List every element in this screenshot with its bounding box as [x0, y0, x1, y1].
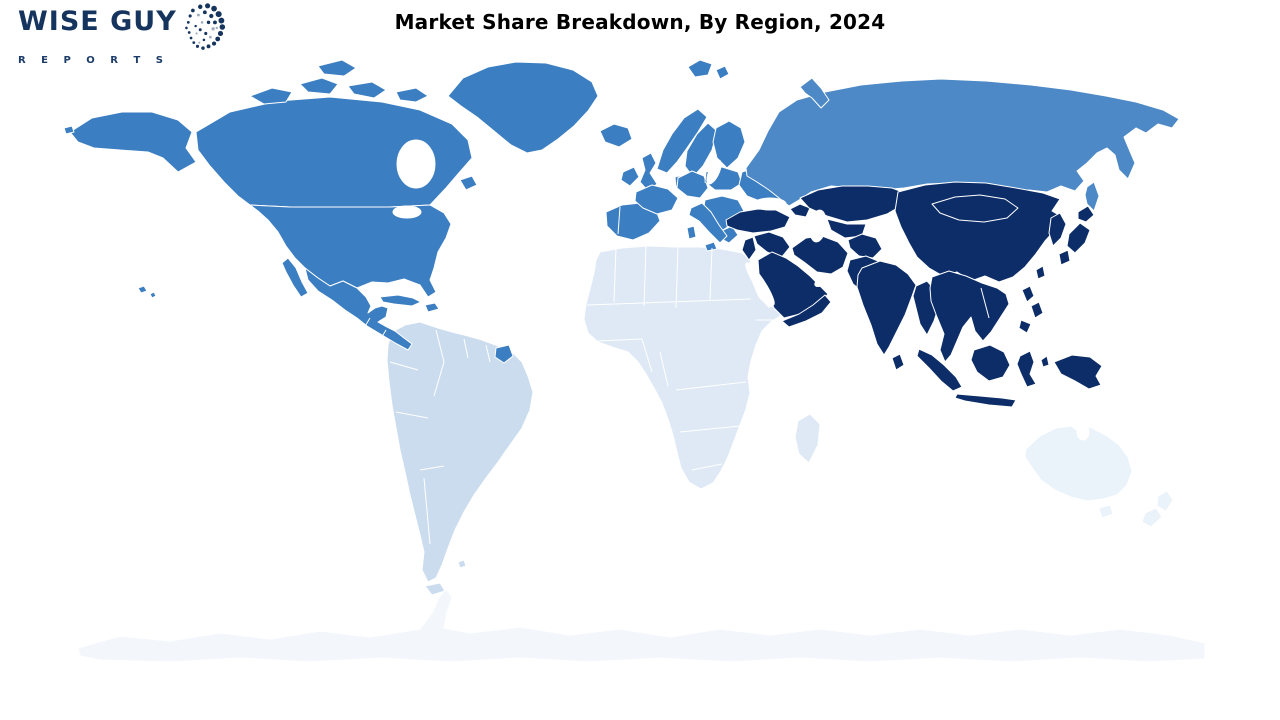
- island-taiwan: [1035, 265, 1046, 280]
- region-oceania-group: [1024, 425, 1174, 528]
- red-sea: [745, 262, 775, 306]
- region-north-america-group: [63, 59, 599, 351]
- country-finland: [712, 120, 746, 169]
- logo-subtext: R E P O R T S: [18, 55, 169, 66]
- island-nz-north: [1156, 490, 1174, 512]
- country-caucasus: [789, 203, 811, 218]
- island-sri-lanka: [891, 353, 905, 371]
- country-antarctica: [77, 588, 1206, 663]
- island-sulawesi: [1016, 350, 1037, 388]
- island-japan-kyushu: [1058, 249, 1071, 266]
- country-france: [634, 184, 679, 215]
- island-sardinia: [686, 225, 697, 240]
- state-alaska: [69, 111, 197, 173]
- country-india: [856, 260, 917, 356]
- africa-borders: [586, 245, 775, 471]
- continent-south-america: [386, 321, 534, 583]
- island-arctic-4: [395, 87, 429, 103]
- country-turkey: [725, 208, 791, 234]
- country-korea: [1048, 212, 1067, 247]
- island-sakhalin: [1084, 181, 1100, 212]
- country-germany: [676, 170, 709, 199]
- island-tasmania: [1098, 504, 1114, 519]
- persian-gulf: [814, 274, 832, 288]
- island-novaya-zemlya: [799, 77, 830, 109]
- logo-wordmark: WISE GUY: [18, 6, 177, 37]
- country-afghanistan: [847, 233, 883, 259]
- country-italy: [688, 202, 728, 244]
- europe-borders: [617, 206, 621, 235]
- island-nz-south: [1141, 507, 1163, 528]
- south-america-borders: [389, 329, 491, 545]
- region-africa-group: [583, 245, 821, 490]
- baltic-sea: [706, 159, 722, 185]
- country-borders: [363, 206, 990, 545]
- island-arctic-1: [249, 87, 293, 105]
- caspian-sea: [809, 209, 827, 243]
- island-borneo: [970, 344, 1011, 382]
- island-java: [954, 393, 1017, 408]
- island-falklands: [457, 559, 467, 569]
- country-ireland: [620, 166, 640, 187]
- island-new-guinea: [1053, 354, 1103, 390]
- black-sea: [753, 197, 787, 211]
- chart-title: Market Share Breakdown, By Region, 2024: [394, 10, 886, 34]
- country-australia: [1024, 425, 1133, 502]
- country-yemen-oman: [781, 294, 832, 328]
- region-russia-group: [745, 77, 1180, 212]
- water-bodies: [392, 139, 1090, 441]
- asia-borders: [980, 287, 990, 319]
- island-arctic-5: [317, 59, 357, 77]
- country-levant: [741, 236, 757, 261]
- island-arctic-3: [347, 81, 387, 99]
- region-south-america-group: [386, 321, 534, 596]
- country-iceland: [599, 123, 633, 148]
- island-philippines-3: [1018, 319, 1032, 334]
- country-mongolia: [931, 194, 1019, 223]
- island-philippines-2: [1030, 301, 1044, 319]
- island-philippines-1: [1021, 285, 1035, 303]
- island-svalbard-2: [715, 65, 730, 80]
- island-sicily: [704, 241, 718, 252]
- island-greenland: [447, 61, 599, 154]
- central-america-borders: [363, 317, 387, 341]
- island-cuba: [379, 294, 422, 307]
- country-syria-iraq: [753, 231, 791, 259]
- island-arctic-2: [299, 77, 339, 95]
- country-usa: [249, 204, 452, 298]
- great-lakes: [392, 205, 422, 219]
- country-norway: [656, 108, 708, 174]
- island-moluccas: [1040, 355, 1050, 368]
- island-japan-honshu: [1066, 222, 1091, 254]
- hudson-bay: [396, 139, 436, 189]
- country-sweden: [684, 122, 718, 178]
- country-indochina: [929, 270, 1010, 363]
- island-hawaii-1: [137, 285, 148, 294]
- island-svalbard-1: [687, 59, 713, 78]
- island-japan-hokkaido: [1077, 205, 1095, 223]
- region-asia-group: [725, 181, 1103, 408]
- wiseguy-head-icon: [184, 3, 225, 50]
- island-newfoundland: [459, 175, 478, 191]
- region-antarctica-group: [77, 588, 1206, 663]
- island-sumatra: [916, 348, 963, 392]
- country-uk: [639, 152, 658, 192]
- territory-french-guiana: [494, 344, 514, 364]
- wiseguy-logo: WISE GUY R E P O R T S: [18, 3, 226, 66]
- region-europe-group: [494, 59, 791, 364]
- country-mexico-central-america: [304, 267, 413, 351]
- peninsula-baja: [281, 257, 309, 298]
- island-hispaniola: [424, 302, 440, 313]
- island-tierra-del-fuego: [424, 582, 446, 596]
- gulf-of-carpentaria: [1076, 423, 1090, 441]
- island-madagascar: [794, 413, 821, 464]
- island-hawaii-2: [149, 291, 157, 299]
- island-aleutians: [63, 125, 75, 135]
